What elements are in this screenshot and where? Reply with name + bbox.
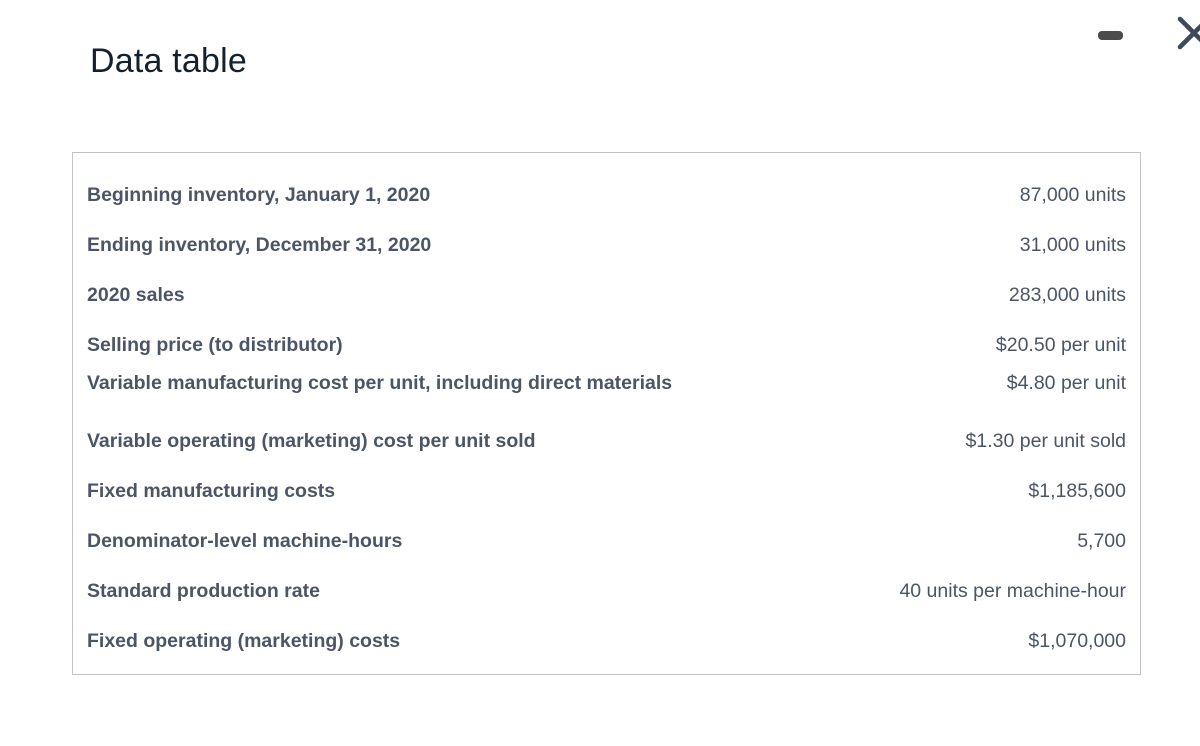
close-icon	[1177, 16, 1200, 50]
table-row: Standard production rate 40 units per ma…	[87, 566, 1126, 616]
row-label: Beginning inventory, January 1, 2020	[87, 184, 431, 206]
row-label: Ending inventory, December 31, 2020	[87, 234, 432, 256]
table-row: Ending inventory, December 31, 2020 31,0…	[87, 220, 1126, 270]
row-label: Variable manufacturing cost per unit, in…	[87, 372, 673, 394]
row-value: $1,185,600	[1028, 480, 1126, 502]
table-row: Denominator-level machine-hours 5,700	[87, 516, 1126, 566]
row-value: 5,700	[1077, 530, 1126, 552]
table-row: 2020 sales 283,000 units	[87, 270, 1126, 320]
row-value: 40 units per machine-hour	[899, 580, 1126, 602]
row-value: 283,000 units	[1008, 284, 1126, 306]
row-value: $1,070,000	[1028, 630, 1126, 652]
page-title: Data table	[90, 42, 247, 80]
row-value: $1.30 per unit sold	[965, 430, 1126, 452]
row-label: Variable operating (marketing) cost per …	[87, 430, 536, 452]
row-label: Fixed manufacturing costs	[87, 480, 336, 502]
window-controls	[1080, 0, 1200, 60]
data-table-panel: Beginning inventory, January 1, 2020 87,…	[72, 152, 1141, 675]
row-label: Standard production rate	[87, 580, 320, 602]
row-value: 31,000 units	[1019, 234, 1126, 256]
row-value: $4.80 per unit	[1006, 372, 1126, 394]
table-row: Variable manufacturing cost per unit, in…	[87, 363, 1126, 408]
table-row: Fixed operating (marketing) costs $1,070…	[87, 616, 1126, 666]
row-label: Denominator-level machine-hours	[87, 530, 403, 552]
minimize-icon	[1098, 31, 1123, 40]
minimize-button[interactable]	[1090, 22, 1130, 48]
table-row: Beginning inventory, January 1, 2020 87,…	[87, 170, 1126, 220]
close-button[interactable]	[1174, 13, 1200, 53]
table-row: Variable operating (marketing) cost per …	[87, 408, 1126, 466]
table-row: Selling price (to distributor) $20.50 pe…	[87, 320, 1126, 363]
row-value: 87,000 units	[1019, 184, 1126, 206]
row-label: 2020 sales	[87, 284, 185, 306]
row-label: Fixed operating (marketing) costs	[87, 630, 401, 652]
row-value: $20.50 per unit	[995, 334, 1126, 356]
row-label: Selling price (to distributor)	[87, 334, 343, 356]
table-row: Fixed manufacturing costs $1,185,600	[87, 466, 1126, 516]
